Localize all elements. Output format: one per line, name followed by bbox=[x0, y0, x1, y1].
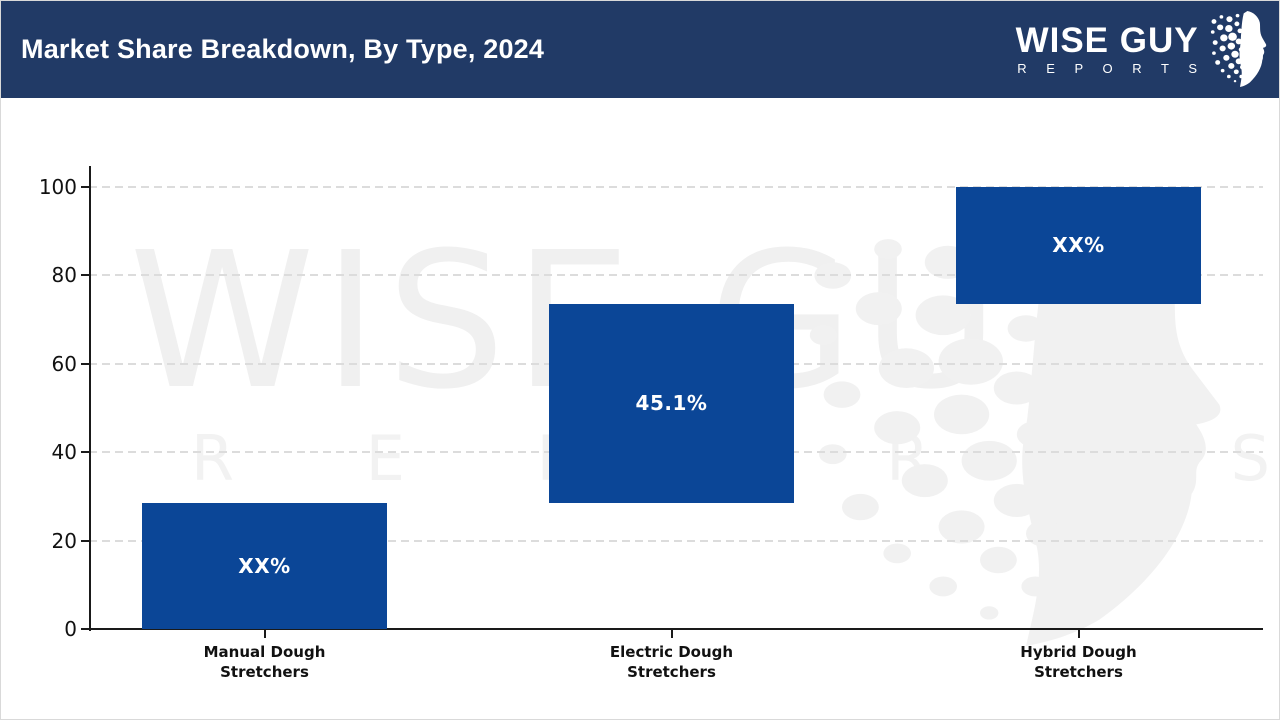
y-axis-tick-20 bbox=[81, 539, 89, 542]
y-axis-tick-label-0: 0 bbox=[64, 617, 77, 641]
wise-guy-reports-logo: WISE GUY R E P O R T S bbox=[1009, 11, 1271, 87]
page-title: Market Share Breakdown, By Type, 2024 bbox=[21, 34, 545, 64]
bar-value-label: XX% bbox=[1052, 233, 1105, 258]
y-axis-tick-label-20: 20 bbox=[51, 528, 77, 553]
x-axis-tick-1 bbox=[670, 630, 673, 638]
bar-electric-dough-stretchers: 45.1% bbox=[549, 303, 794, 504]
y-axis-tick-label-100: 100 bbox=[38, 175, 77, 199]
x-axis-tick-2 bbox=[1077, 630, 1080, 638]
x-axis-spine bbox=[89, 628, 1263, 630]
y-axis-tick-40 bbox=[81, 451, 89, 454]
x-axis-category-label: Hybrid Dough Stretchers bbox=[1020, 643, 1137, 681]
y-axis-tick-0 bbox=[81, 628, 89, 630]
y-axis-tick-80 bbox=[81, 274, 89, 277]
bar-hybrid-dough-stretchers: XX% bbox=[956, 187, 1201, 304]
y-axis-tick-label-40: 40 bbox=[51, 440, 77, 465]
bar-manual-dough-stretchers: XX% bbox=[142, 503, 387, 629]
header-band: Market Share Breakdown, By Type, 2024 WI… bbox=[1, 1, 1279, 98]
x-axis-category-label: Manual Dough Stretchers bbox=[203, 643, 326, 681]
y-axis-tick-100 bbox=[81, 186, 89, 188]
x-axis-tick-0 bbox=[263, 630, 266, 638]
y-axis-spine bbox=[89, 166, 91, 631]
logo-wordmark: WISE GUY bbox=[1015, 21, 1199, 60]
y-axis-tick-label-80: 80 bbox=[51, 263, 77, 288]
x-axis-category-label: Electric Dough Stretchers bbox=[609, 643, 734, 681]
bar-value-label: 45.1% bbox=[635, 391, 708, 416]
bar-value-label: XX% bbox=[238, 554, 291, 578]
y-axis-tick-label-60: 60 bbox=[51, 351, 77, 376]
gridline-y-20 bbox=[89, 539, 1263, 542]
logo-tagline: R E P O R T S bbox=[1017, 61, 1205, 76]
dotted-face-logo-icon bbox=[1210, 11, 1267, 87]
gridline-y-80 bbox=[89, 274, 1263, 277]
gridline-y-100 bbox=[89, 186, 1263, 188]
y-axis-tick-60 bbox=[81, 362, 89, 365]
